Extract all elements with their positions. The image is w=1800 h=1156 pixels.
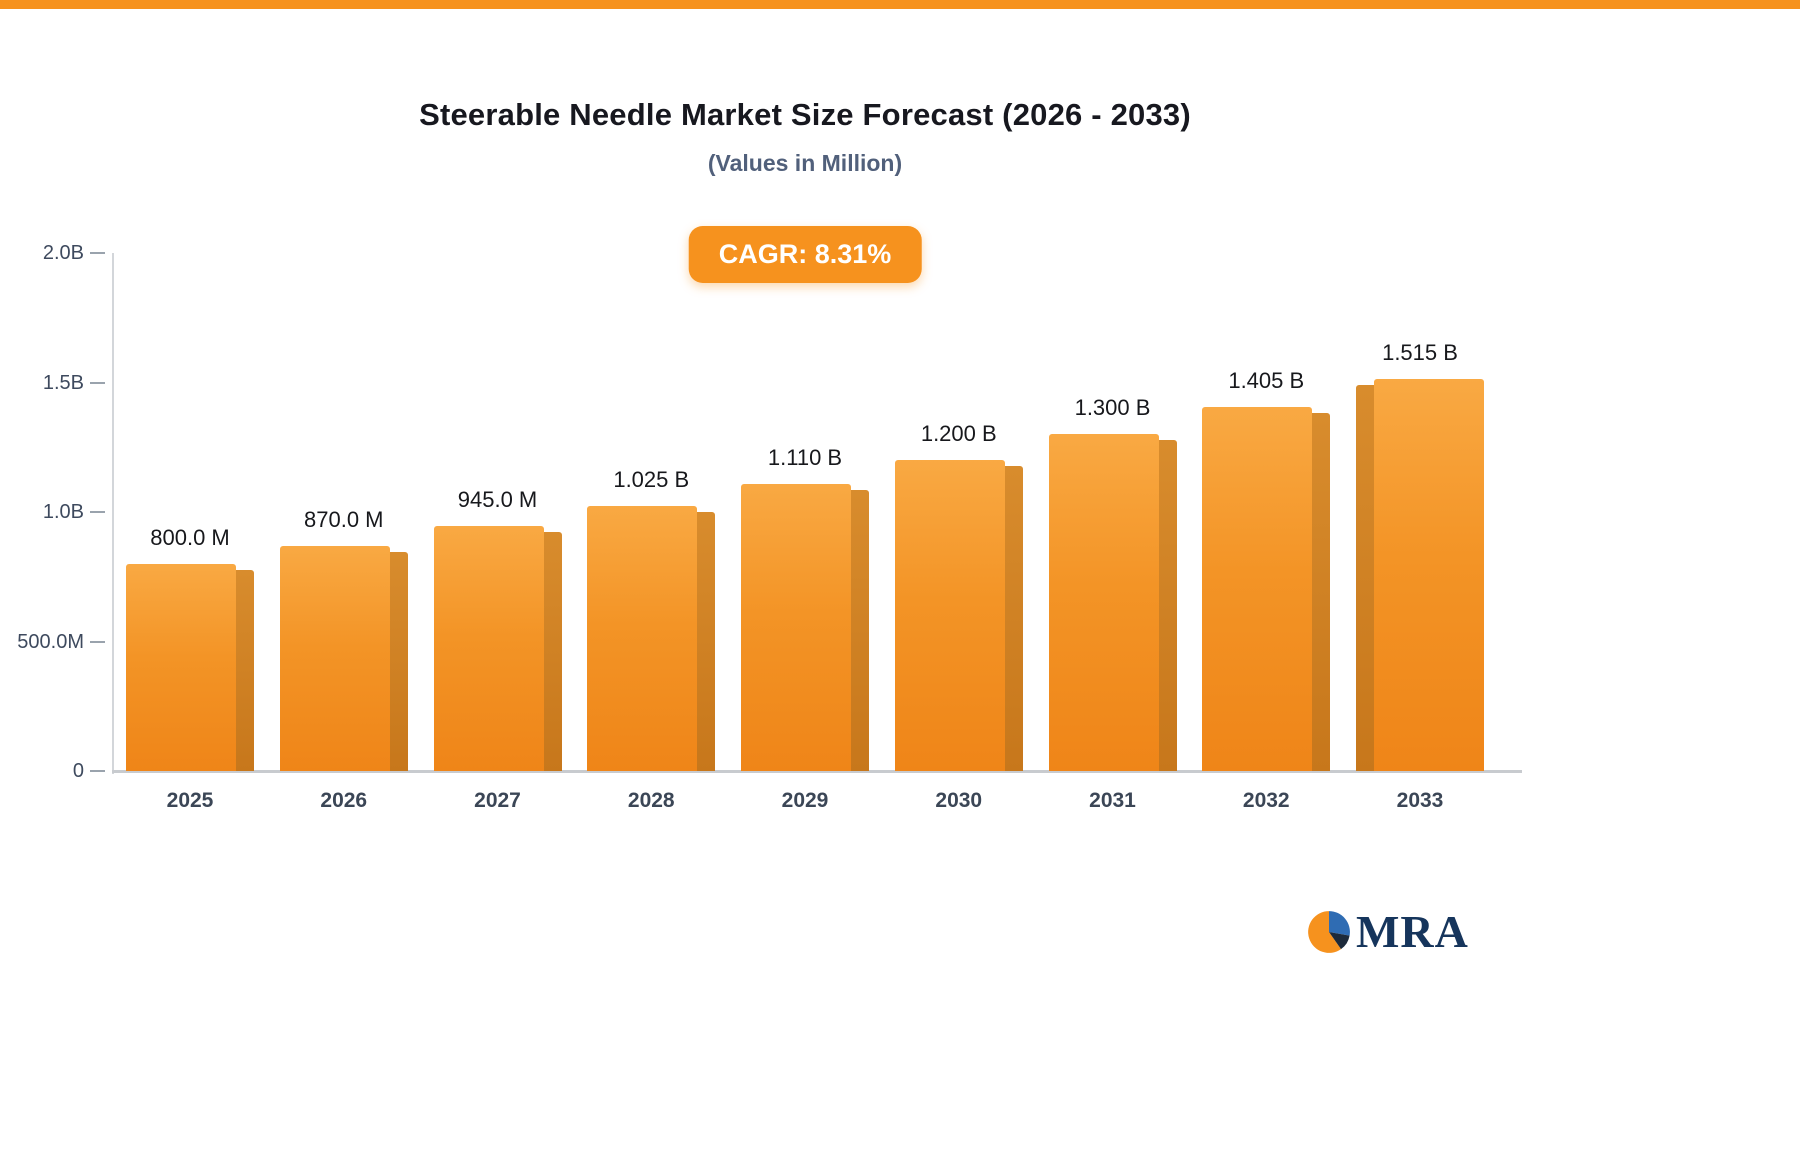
bar-value-label: 1.405 B xyxy=(1228,368,1305,393)
bar-front-face xyxy=(1202,407,1313,771)
bar xyxy=(433,526,562,771)
bar xyxy=(741,484,869,771)
bar-front-face xyxy=(126,564,236,771)
chart-subtitle: (Values in Million) xyxy=(707,150,903,176)
y-axis-line xyxy=(112,253,114,774)
bar xyxy=(1048,434,1177,771)
y-axis-tick-mark xyxy=(90,640,105,643)
top-accent-bar xyxy=(0,0,1800,9)
y-axis-tick-label: 500.0M xyxy=(17,630,84,653)
bar-side-face xyxy=(543,532,562,771)
bar-value-label: 1.200 B xyxy=(920,421,997,446)
bar-front-face xyxy=(1048,434,1159,771)
chart-title: Steerable Needle Market Size Forecast (2… xyxy=(419,97,1191,132)
y-axis-tick-mark xyxy=(90,381,105,384)
bar-side-face xyxy=(1312,413,1331,771)
x-axis-label: 2033 xyxy=(1396,789,1444,812)
bar-value-label: 945.0 M xyxy=(457,487,538,512)
y-axis-tick-mark xyxy=(90,511,105,513)
bar-front-face xyxy=(279,546,390,771)
y-axis-tick-label: 2.0B xyxy=(42,242,84,264)
bar-front-face xyxy=(587,506,698,771)
bar-front-face xyxy=(741,484,851,771)
bar xyxy=(1202,407,1331,771)
bar-front-face xyxy=(1374,379,1484,771)
bar-side-face xyxy=(1004,466,1023,771)
bar-side-face xyxy=(1158,440,1177,771)
pie-chart-icon xyxy=(1308,910,1350,953)
x-axis-label: 2031 xyxy=(1089,789,1136,812)
logo: MRA xyxy=(1306,905,1469,958)
bar xyxy=(279,546,408,771)
y-axis-tick-label: 0 xyxy=(72,760,84,782)
bar-value-label: 1.515 B xyxy=(1382,340,1458,365)
y-axis-tick-label: 1.0B xyxy=(42,501,84,523)
bar xyxy=(1356,379,1484,771)
bar-side-face xyxy=(851,490,869,771)
x-axis-label: 2029 xyxy=(781,789,829,812)
bar xyxy=(894,460,1023,771)
y-axis-tick-label: 1.5B xyxy=(42,371,84,394)
bar-value-label: 1.025 B xyxy=(613,467,690,492)
bar-value-label: 870.0 M xyxy=(304,507,384,532)
x-axis-line xyxy=(112,770,1522,773)
y-axis-tick-mark xyxy=(90,770,105,772)
logo-text: MRA xyxy=(1356,906,1469,957)
bar-side-face xyxy=(1356,385,1374,771)
bar-value-label: 1.300 B xyxy=(1074,395,1151,420)
x-axis-label: 2025 xyxy=(166,789,214,812)
bar-side-face xyxy=(389,552,408,771)
bar-side-face xyxy=(236,570,254,771)
bar-side-face xyxy=(697,512,716,771)
y-axis-tick-mark xyxy=(90,252,105,254)
x-axis-label: 2026 xyxy=(320,789,368,812)
bar-value-label: 800.0 M xyxy=(150,525,230,550)
bar-value-label: 1.110 B xyxy=(767,445,843,470)
x-axis-label: 2027 xyxy=(474,789,521,812)
x-axis-label: 2028 xyxy=(627,789,675,812)
cagr-badge: CAGR: 8.31% xyxy=(688,226,922,283)
x-axis-label: 2032 xyxy=(1242,789,1290,812)
bar xyxy=(587,506,716,771)
bar xyxy=(126,564,254,771)
bar-front-face xyxy=(894,460,1005,771)
x-axis-label: 2030 xyxy=(935,789,983,812)
bar-front-face xyxy=(433,526,544,771)
